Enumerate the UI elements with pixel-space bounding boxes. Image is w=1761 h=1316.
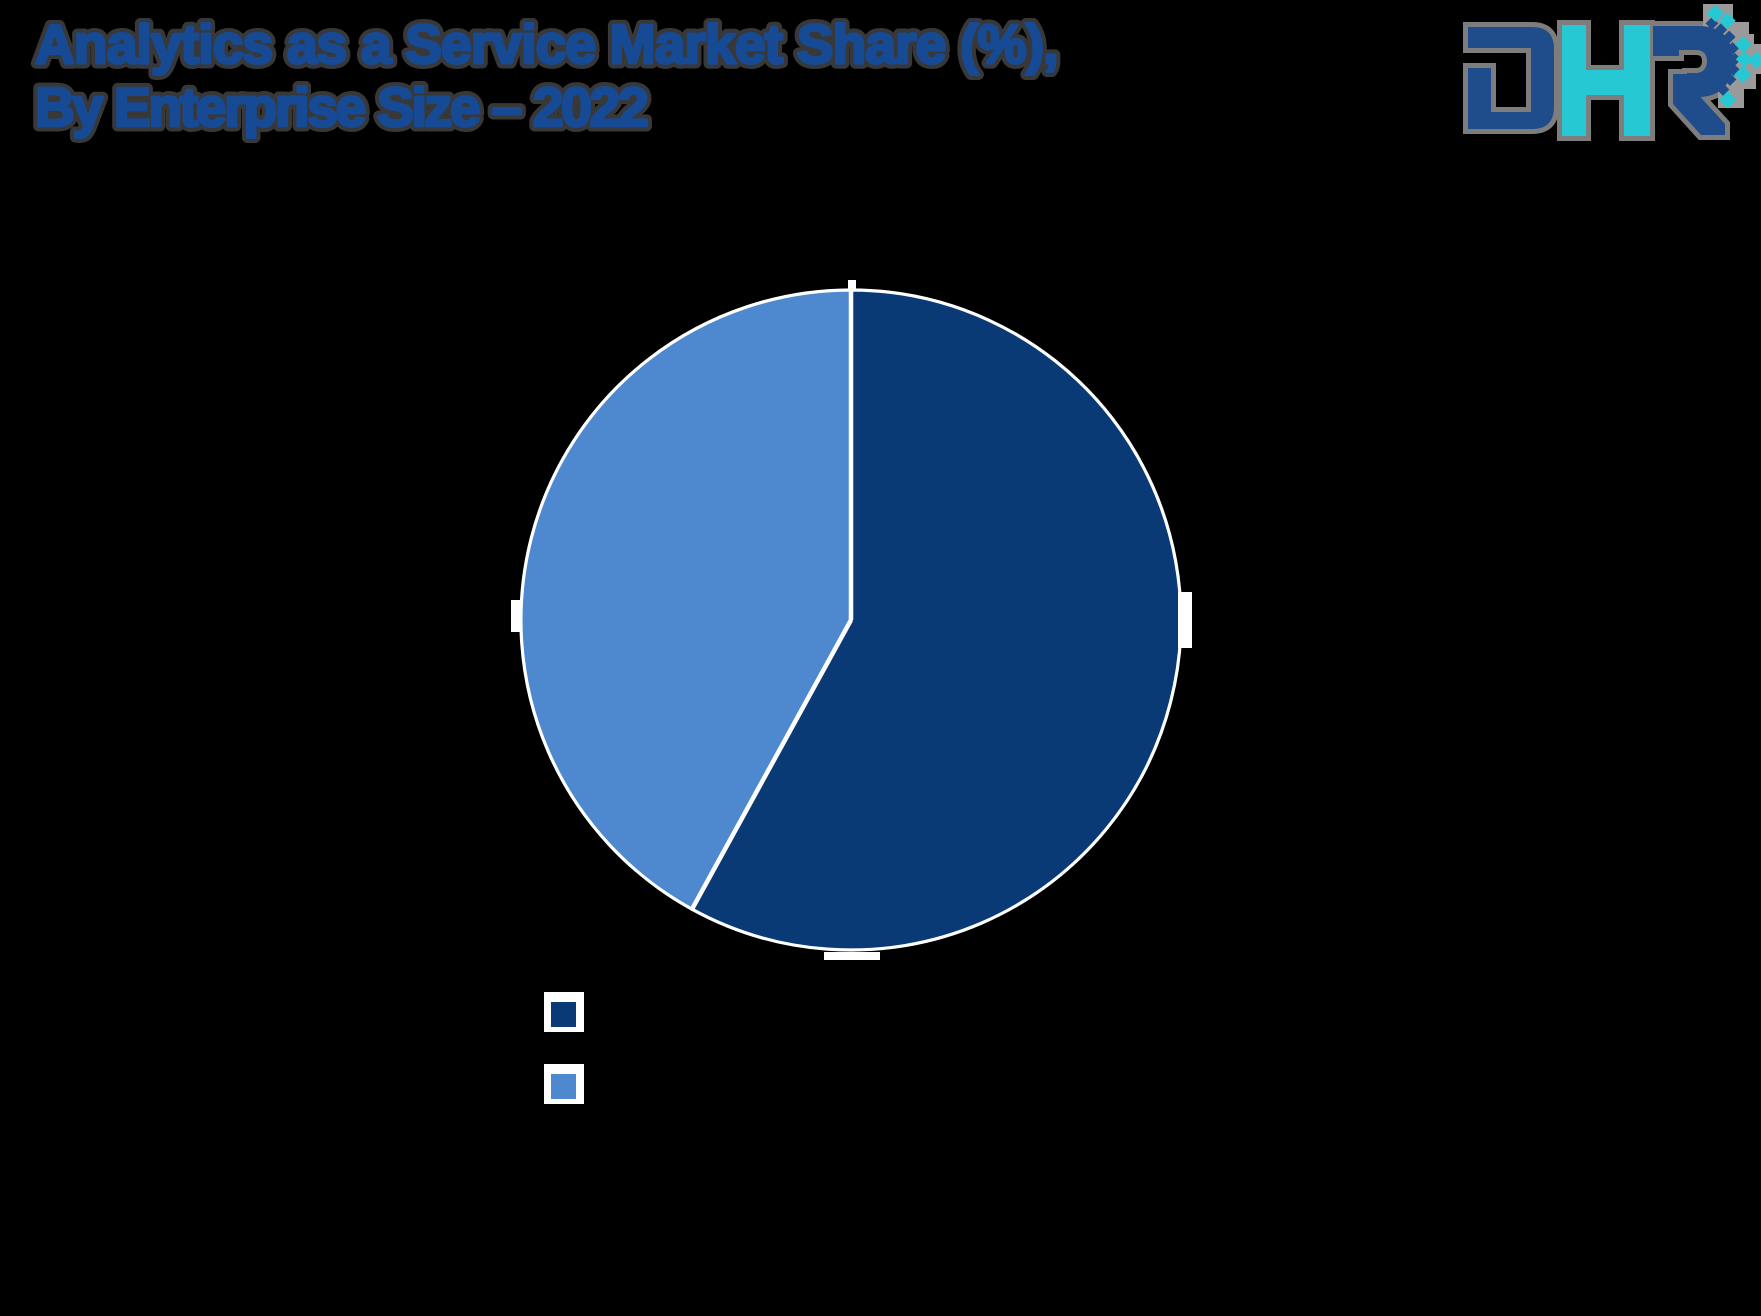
svg-text:By Enterprise Size – 2022: By Enterprise Size – 2022 xyxy=(35,76,647,138)
svg-text:Analytics as a Service Market: Analytics as a Service Market Share (%), xyxy=(35,13,1058,75)
svg-text:By Enterprise Size – 2022: By Enterprise Size – 2022 xyxy=(35,76,647,138)
svg-text:Analytics as a Service Market: Analytics as a Service Market Share (%), xyxy=(35,13,1058,75)
